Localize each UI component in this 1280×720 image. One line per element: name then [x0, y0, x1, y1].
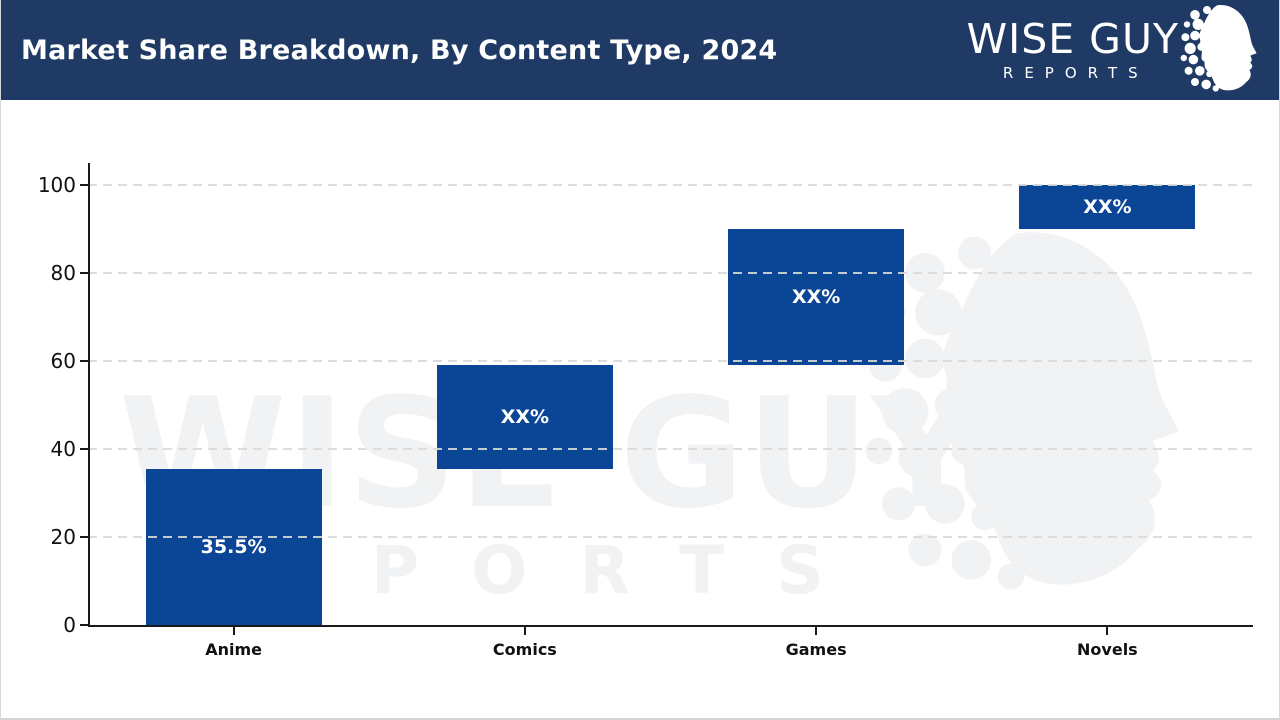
- x-axis-label-novels: Novels: [1077, 640, 1138, 659]
- y-tick-label-100: 100: [37, 173, 76, 197]
- bar-value-label: XX%: [1083, 196, 1132, 218]
- gridline-60: [88, 360, 1253, 362]
- x-axis-label-anime: Anime: [205, 640, 263, 659]
- x-tick: [523, 627, 526, 635]
- logo-wordmark: WISE GUY: [966, 14, 1179, 63]
- bar-value-label: XX%: [791, 286, 841, 309]
- wise-guy-reports-logo: WISE GUY REPORTS: [967, 2, 1280, 98]
- x-tick: [1106, 627, 1109, 635]
- gridline-20: [88, 536, 1253, 538]
- bar-value-label: XX%: [500, 406, 550, 429]
- x-tick: [815, 627, 818, 635]
- y-tick: [80, 184, 88, 186]
- y-tick: [80, 272, 88, 274]
- gridline-80: [88, 272, 1253, 274]
- x-axis-label-games: Games: [785, 640, 847, 659]
- y-tick: [80, 624, 88, 626]
- gridline-100: [88, 184, 1253, 186]
- x-axis-line: [88, 625, 1253, 627]
- logo-text: WISE GUY REPORTS: [966, 14, 1179, 82]
- gridline-40: [88, 448, 1253, 450]
- bar-value-label: 35.5%: [200, 535, 267, 558]
- dotted-head-profile-icon: [1165, 2, 1273, 98]
- x-tick: [232, 627, 235, 635]
- y-tick-label-40: 40: [50, 437, 76, 461]
- bar-games: XX%: [728, 229, 905, 366]
- waterfall-chart: 35.5% Anime XX% Comics XX% Games XX% Novels 0 20 4…: [1, 100, 1279, 718]
- y-tick-label-60: 60: [50, 349, 76, 373]
- y-tick-label-20: 20: [50, 525, 76, 549]
- y-axis-line: [88, 163, 90, 627]
- y-tick-label-80: 80: [50, 261, 76, 285]
- bar-anime: 35.5%: [145, 468, 322, 625]
- bar-novels: XX%: [1019, 185, 1196, 229]
- x-axis-label-comics: Comics: [492, 640, 557, 659]
- y-tick-label-0: 0: [63, 613, 76, 637]
- bar-comics: XX%: [436, 365, 613, 469]
- header-bar: Market Share Breakdown, By Content Type,…: [1, 0, 1280, 100]
- logo-subtitle: REPORTS: [1002, 63, 1149, 82]
- y-tick: [80, 360, 88, 362]
- y-tick: [80, 448, 88, 450]
- y-tick: [80, 536, 88, 538]
- page-title: Market Share Breakdown, By Content Type,…: [21, 34, 778, 66]
